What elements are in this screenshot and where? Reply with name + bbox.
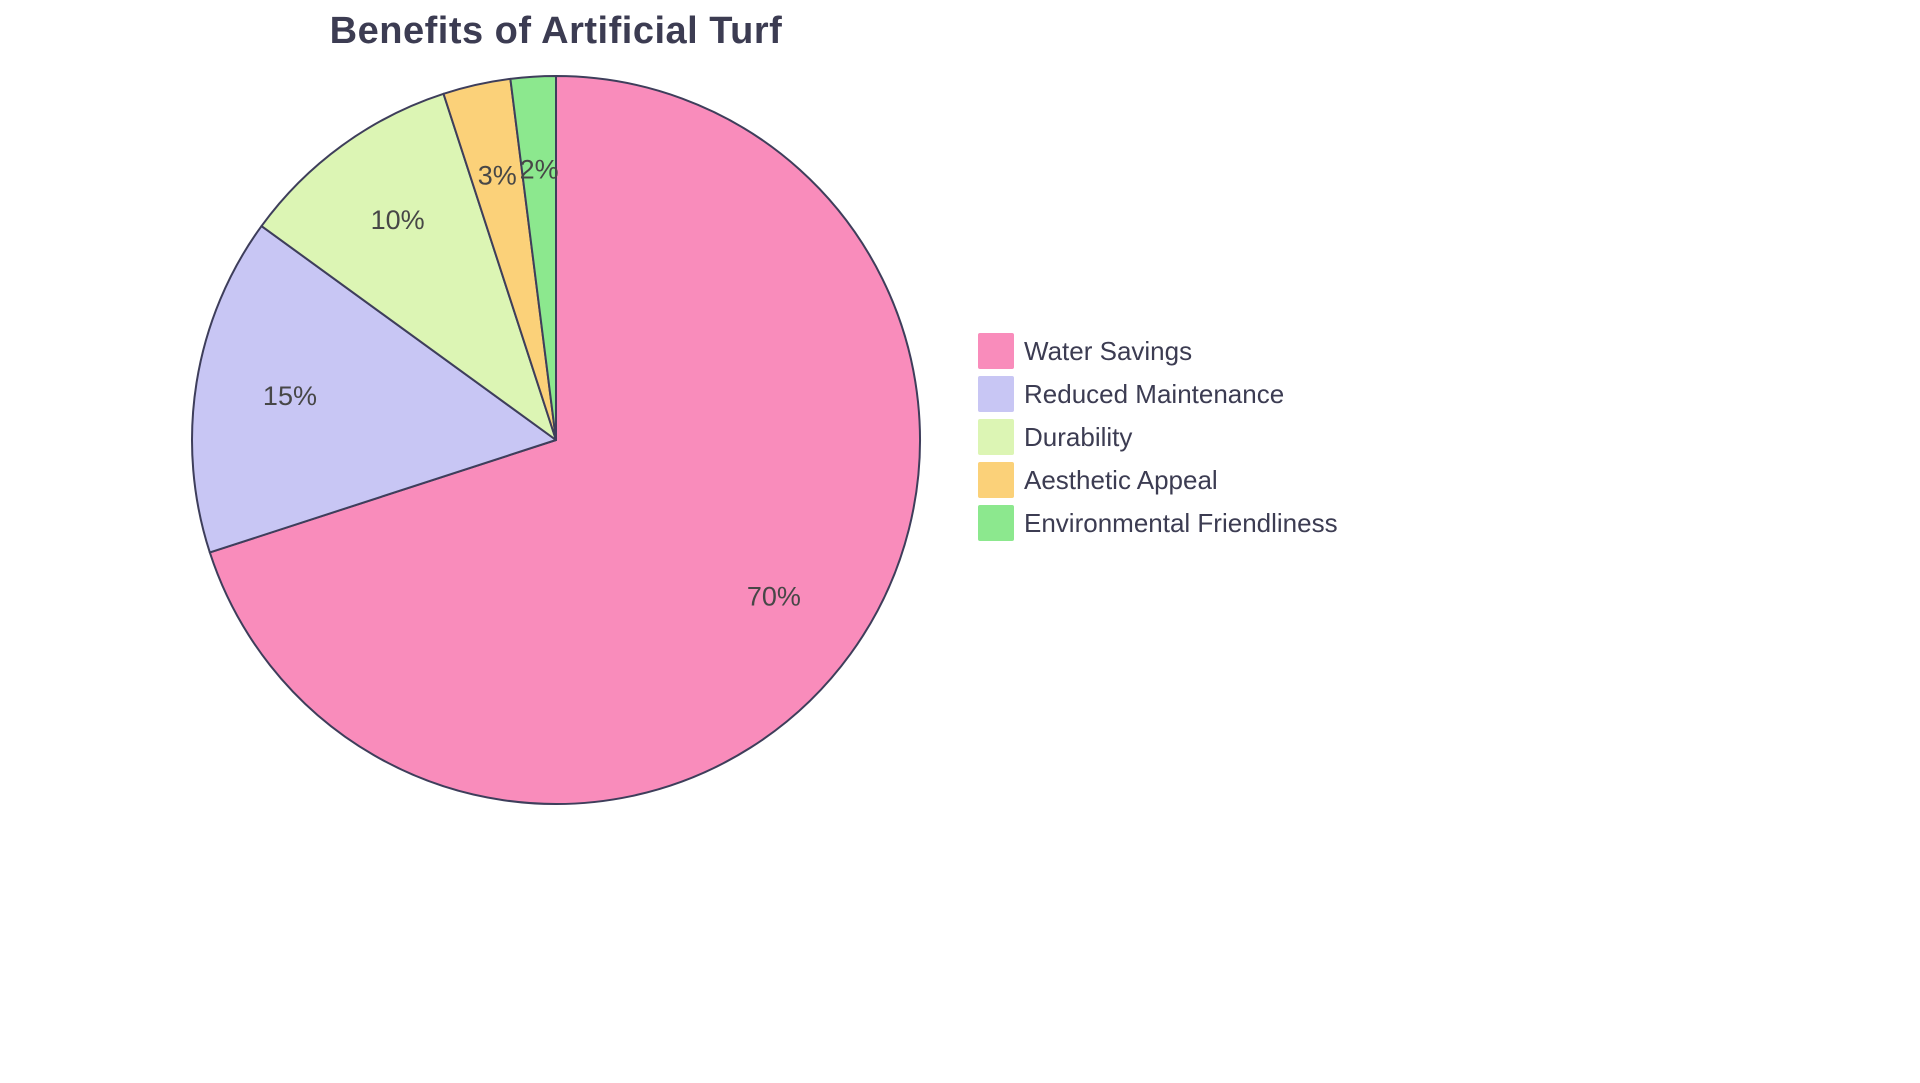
- pie-slice-durability: [260, 92, 557, 441]
- legend-item-aesthetic-appeal: Aesthetic Appeal: [978, 462, 1338, 498]
- pie-slice-environmental-friendliness: [509, 75, 557, 441]
- legend-label-reduced-maintenance: Reduced Maintenance: [1024, 378, 1285, 409]
- chart-title: Benefits of Artificial Turf: [329, 10, 783, 52]
- legend-item-environmental-friendliness: Environmental Friendliness: [978, 505, 1338, 541]
- pie-slice-water-savings: [208, 75, 922, 805]
- legend-label-water-savings: Water Savings: [1024, 335, 1193, 366]
- percent-label-reduced-maintenance: 15%: [263, 381, 317, 411]
- percent-label-aesthetic-appeal: 3%: [478, 160, 517, 190]
- pie-slice-reduced-maintenance: [191, 225, 557, 554]
- legend-swatch-water-savings: [978, 333, 1014, 369]
- percent-label-environmental-friendliness: 2%: [520, 154, 559, 184]
- legend-label-durability: Durability: [1024, 421, 1133, 452]
- percent-label-durability: 10%: [371, 205, 425, 235]
- percent-label-water-savings: 70%: [747, 581, 801, 611]
- legend-swatch-environmental-friendliness: [978, 505, 1014, 541]
- legend: Water Savings Reduced Maintenance Durabili…: [978, 333, 1338, 541]
- legend-item-durability: Durability: [978, 419, 1338, 455]
- legend-swatch-reduced-maintenance: [978, 376, 1014, 412]
- legend-swatch-durability: [978, 419, 1014, 455]
- legend-item-water-savings: Water Savings: [978, 333, 1338, 369]
- legend-label-aesthetic-appeal: Aesthetic Appeal: [1024, 464, 1218, 495]
- legend-label-environmental-friendliness: Environmental Friendliness: [1024, 507, 1338, 538]
- legend-item-reduced-maintenance: Reduced Maintenance: [978, 376, 1338, 412]
- legend-swatch-aesthetic-appeal: [978, 462, 1014, 498]
